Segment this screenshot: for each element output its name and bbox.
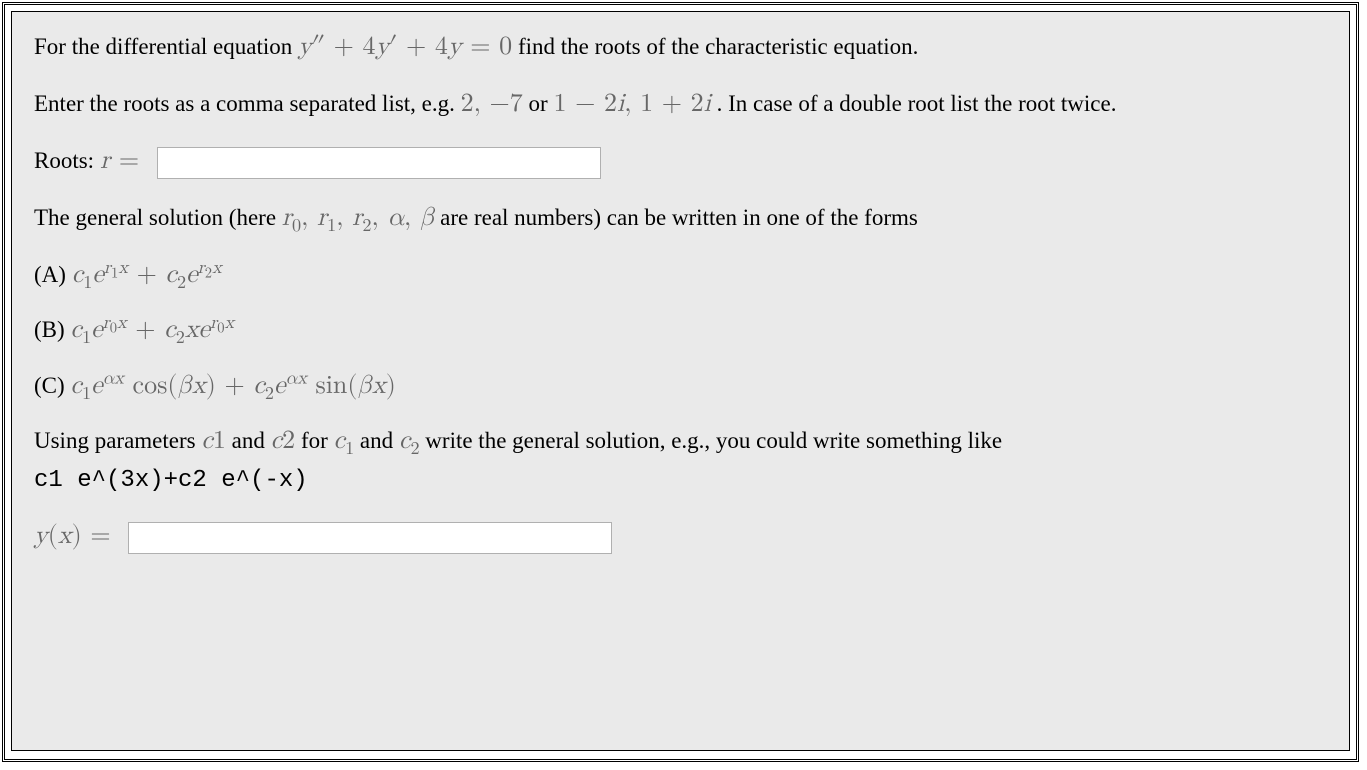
choice-c-expr: c1eαx cos(βx) + c2eαx sin(βx)	[70, 373, 395, 399]
text: . In case of a double root list the root…	[717, 91, 1117, 116]
text: Enter the roots as a comma separated lis…	[34, 91, 461, 116]
question-frame: For the differential equation y″ + 4y′ +…	[2, 2, 1359, 762]
example-roots-1: 2, −7	[461, 91, 523, 117]
example-roots-2: 1 − 2i, 1 + 2i	[553, 91, 710, 117]
general-solution-intro: The general solution (here r0, r1, r2, α…	[34, 201, 1327, 236]
differential-equation: y″ + 4y′ + 4y = 0	[298, 34, 512, 60]
question-panel: For the differential equation y″ + 4y′ +…	[11, 11, 1350, 751]
text: The general solution (here	[34, 205, 282, 230]
prompt-line-2: Enter the roots as a comma separated lis…	[34, 87, 1327, 122]
yx-label: y(x) =	[34, 519, 111, 554]
text: for	[301, 428, 334, 453]
c2-param: c2	[271, 428, 296, 454]
choice-a: (A) c1er1x + c2er2x	[34, 258, 1327, 293]
roots-label-text: Roots:	[34, 145, 94, 176]
yx-input[interactable]	[128, 522, 612, 554]
roots-label-math: r =	[100, 144, 139, 179]
write-solution-instr: Using parameters c1 and c2 for c1 and c2…	[34, 424, 1327, 459]
roots-input[interactable]	[157, 147, 601, 179]
text: and	[360, 428, 399, 453]
text: write the general solution, e.g., you co…	[425, 428, 1002, 453]
solution-forms: (A) c1er1x + c2er2x (B) c1er0x + c2xer0x…	[34, 258, 1327, 403]
prompt-line-1: For the differential equation y″ + 4y′ +…	[34, 30, 1327, 65]
c1-sub: c1	[334, 428, 355, 454]
yx-row: y(x) =	[34, 519, 1327, 554]
text: or	[529, 91, 554, 116]
tt-example-line: c1 e^(3x)+c2 e^(-x)	[34, 463, 1327, 497]
choice-b: (B) c1er0x + c2xer0x	[34, 313, 1327, 348]
tt-example: c1 e^(3x)+c2 e^(-x)	[34, 467, 308, 494]
text: find the roots of the characteristic equ…	[518, 34, 918, 59]
c1-param: c1	[201, 428, 226, 454]
text: For the differential equation	[34, 34, 298, 59]
c2-sub: c2	[399, 428, 420, 454]
text: and	[232, 428, 271, 453]
text: are real numbers) can be written in one …	[440, 205, 918, 230]
choice-c: (C) c1eαx cos(βx) + c2eαx sin(βx)	[34, 369, 1327, 404]
choice-a-expr: c1er1x + c2er2x	[72, 262, 222, 288]
choice-a-label: (A)	[34, 262, 72, 287]
choice-b-expr: c1er0x + c2xer0x	[70, 317, 234, 343]
text: Using parameters	[34, 428, 201, 453]
roots-row: Roots: r =	[34, 144, 1327, 179]
choice-c-label: (C)	[34, 373, 70, 398]
param-list: r0, r1, r2, α, β	[282, 205, 435, 231]
choice-b-label: (B)	[34, 317, 70, 342]
